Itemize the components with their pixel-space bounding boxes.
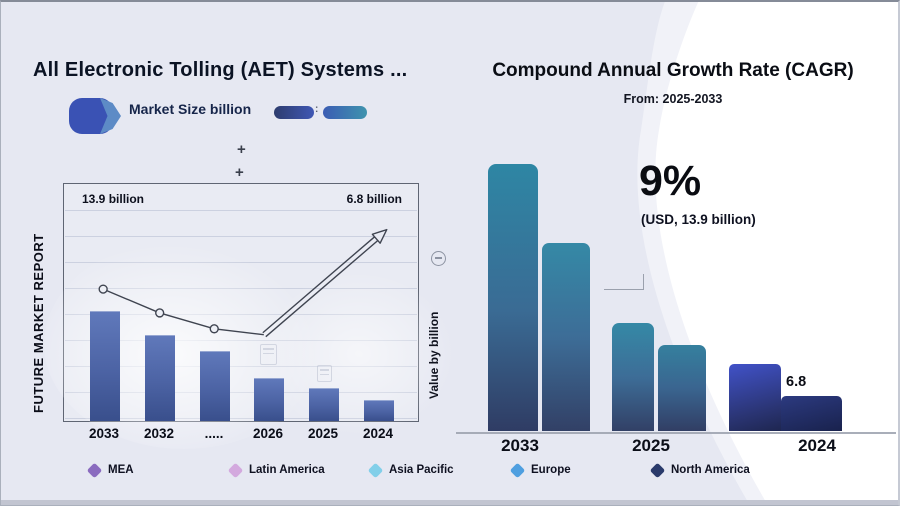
left-bar-2032 xyxy=(145,335,175,421)
diamond-icon xyxy=(227,462,244,478)
bar-value-label: 6.8 xyxy=(786,374,807,390)
right-chart-subtitle: From: 2025-2033 xyxy=(623,92,723,106)
line-marker xyxy=(155,308,165,318)
arrow-head-icon xyxy=(371,228,388,244)
trend-line-and-arrow xyxy=(98,228,388,338)
legend-item-asia-pacific: Asia Pacific xyxy=(367,462,454,478)
market-size-cylinder-icon xyxy=(69,98,121,134)
x-tick-2025: 2025 xyxy=(307,426,339,441)
left-bar-series xyxy=(64,184,418,421)
plus-mark-top: + xyxy=(237,141,246,158)
cagr-usd-note: (USD, 13.9 billion) xyxy=(641,212,756,227)
legend-label: Europe xyxy=(531,464,571,476)
diamond-icon xyxy=(86,462,103,478)
ratio-pill-left xyxy=(274,106,314,119)
right-chart-title: Compound Annual Growth Rate (CAGR) xyxy=(492,60,854,81)
start-value-label: 13.9 billion xyxy=(82,192,145,206)
x-tick-2024: 2024 xyxy=(362,426,394,441)
right-bar-2025-a xyxy=(612,323,654,431)
end-value-label: 6.8 billion xyxy=(346,192,402,206)
cagr-percentage: 9% xyxy=(639,157,702,205)
ratio-separator: : xyxy=(315,104,319,115)
legend-item-latin-america: Latin America xyxy=(227,462,325,478)
frame-bottom-strip xyxy=(1,500,898,505)
market-size-legend-label: Market Size billion xyxy=(129,101,252,117)
ratio-pill-right xyxy=(323,106,367,119)
plus-mark-bottom: + xyxy=(235,164,244,181)
right-chart-baseline xyxy=(456,432,896,434)
legend-label: Asia Pacific xyxy=(389,464,454,476)
left-bar-2024 xyxy=(364,400,394,421)
legend-item-europe: Europe xyxy=(509,462,571,478)
minus-circle-icon xyxy=(431,251,446,266)
legend-item-mea: MEA xyxy=(86,462,134,478)
left-chart-title: All Electronic Tolling (AET) Systems ... xyxy=(33,59,408,81)
line-marker xyxy=(98,284,108,294)
left-bar-..... xyxy=(200,351,230,421)
x-tick-2033: 2033 xyxy=(88,426,120,441)
left-chart-plot-area: 13.9 billion 6.8 billion xyxy=(44,183,464,449)
left-bar-2025 xyxy=(309,388,339,421)
chart-background-blob xyxy=(254,264,464,444)
legend-item-north-america: North America xyxy=(649,462,750,478)
right-bar-2033-b xyxy=(542,243,590,431)
x-tick-2032: 2032 xyxy=(143,426,175,441)
diamond-icon xyxy=(649,462,666,478)
right-bar-2024-b xyxy=(781,396,842,431)
right-bar-2033-a xyxy=(488,164,538,431)
right-bar-2025-b xyxy=(658,345,706,431)
corner-bracket-decoration xyxy=(604,274,644,290)
right-x-tick-2024: 2024 xyxy=(798,436,836,455)
x-tick-ellipsis: ..... xyxy=(204,426,224,441)
right-bar-2024-a xyxy=(729,364,781,431)
x-tick-2026: 2026 xyxy=(252,426,284,441)
left-bar-2026 xyxy=(254,378,284,421)
left-x-axis: 2033 2032 ..... 2026 2025 2024 xyxy=(63,426,419,444)
legend-label: Latin America xyxy=(249,464,325,476)
legend-label: North America xyxy=(671,464,750,476)
legend-label: MEA xyxy=(108,464,134,476)
diamond-icon xyxy=(367,462,384,478)
left-bar-2033 xyxy=(90,311,120,421)
diamond-icon xyxy=(509,462,526,478)
document-watermark-icon xyxy=(317,365,332,382)
right-x-tick-2033: 2033 xyxy=(501,436,539,455)
document-watermark-icon xyxy=(260,344,277,365)
line-marker xyxy=(209,324,219,334)
right-x-tick-2025: 2025 xyxy=(632,436,670,455)
